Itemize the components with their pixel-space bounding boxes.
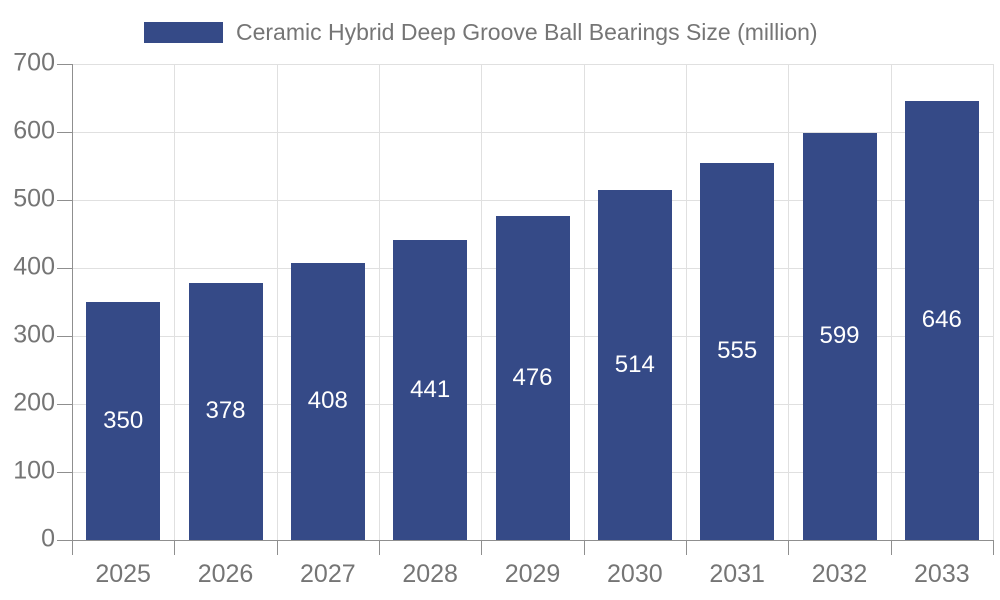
x-axis-label: 2028 [402,560,458,588]
y-axis-label: 300 [13,320,55,349]
bar[interactable] [393,240,468,540]
x-axis-tick [276,540,278,555]
y-axis-label: 600 [13,116,55,145]
bar-value-label: 350 [103,407,144,434]
bar-value-label: 514 [614,351,655,379]
legend-item[interactable]: Ceramic Hybrid Deep Groove Ball Bearings… [144,14,818,50]
bar-value-label: 408 [307,387,348,415]
bar[interactable] [188,282,263,540]
x-axis-label: 2025 [95,560,151,588]
y-axis-tick [57,472,72,473]
x-gridline [583,64,585,540]
bar[interactable] [802,132,877,540]
y-gridline [72,132,993,133]
x-gridline [174,64,176,540]
bar[interactable] [904,100,979,540]
y-axis-tick [57,404,72,405]
x-gridline [379,64,380,540]
bar-value-label: 378 [205,397,246,425]
x-axis-tick [583,540,585,555]
x-gridline [993,64,994,540]
x-gridline [276,64,278,540]
y-axis-label: 100 [13,456,55,485]
x-axis-tick [993,540,994,555]
bar[interactable] [290,262,365,540]
x-axis-tick [788,540,790,555]
x-gridline [686,64,687,540]
y-gridline [72,200,993,201]
x-axis-label: 2033 [914,560,970,588]
bar-value-label: 555 [717,337,758,365]
x-axis-label: 2029 [504,560,561,588]
x-axis-tick [72,540,73,555]
y-axis-tick [57,200,72,201]
y-axis-tick [57,132,72,133]
y-axis-tick [57,540,72,541]
legend-swatch [144,21,223,43]
bar-value-label: 599 [819,322,860,350]
bar-value-label: 441 [410,376,451,404]
x-axis-tick [481,540,483,555]
bar[interactable] [597,190,672,540]
y-axis-label: 500 [13,184,55,213]
x-axis-line [72,540,993,541]
x-axis-tick [686,540,687,555]
bar-value-label: 646 [921,306,962,334]
y-axis-tick [57,336,72,337]
x-axis-label: 2030 [607,560,663,588]
x-axis-tick [379,540,380,555]
x-axis-label: 2027 [300,560,356,588]
x-axis-label: 2031 [709,560,765,588]
x-gridline [481,64,483,540]
y-axis-tick [57,268,72,269]
x-axis-label: 2032 [811,560,868,588]
y-axis-tick [57,64,72,65]
y-axis-label: 400 [13,252,55,281]
bar[interactable] [495,216,570,540]
bar[interactable] [86,302,161,540]
x-axis-tick [174,540,176,555]
bar[interactable] [700,162,775,540]
x-gridline [788,64,790,540]
y-axis-label: 0 [41,524,55,553]
y-axis-label: 700 [13,48,55,77]
x-axis-label: 2026 [197,560,254,588]
y-axis-line [72,64,73,540]
bar-value-label: 476 [512,364,553,392]
y-gridline [72,64,993,65]
legend-label: Ceramic Hybrid Deep Groove Ball Bearings… [236,18,818,45]
x-axis-tick [890,540,892,555]
x-gridline [890,64,892,540]
y-axis-label: 200 [13,388,55,417]
